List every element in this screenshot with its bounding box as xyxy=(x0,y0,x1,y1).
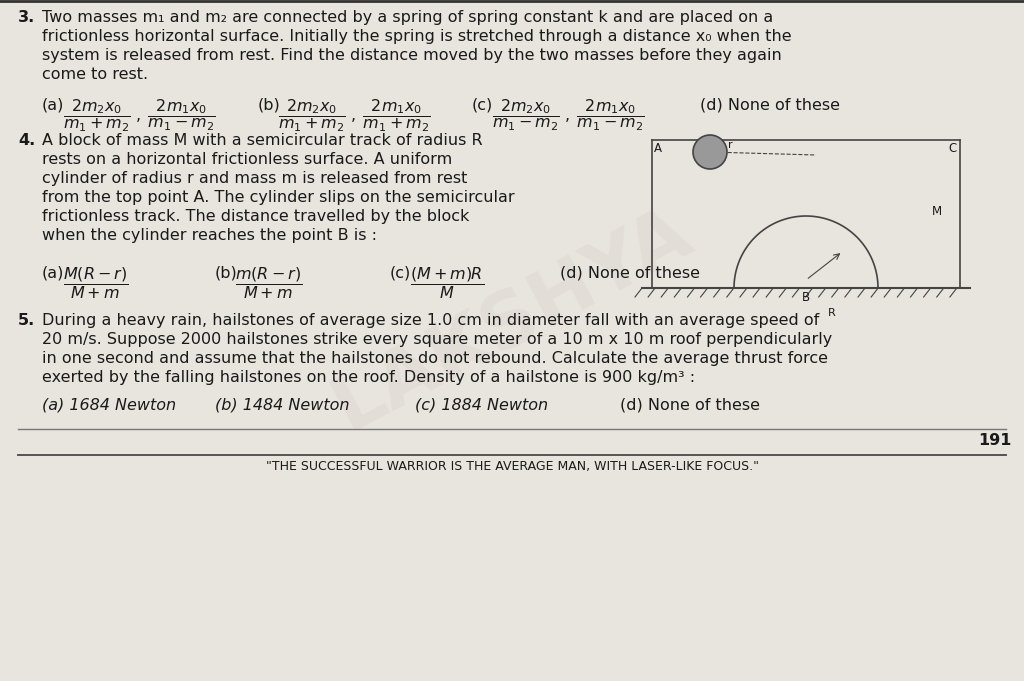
Text: r: r xyxy=(728,140,732,150)
Text: $\dfrac{M(R-r)}{M+m}$: $\dfrac{M(R-r)}{M+m}$ xyxy=(63,265,129,301)
Text: A block of mass M with a semicircular track of radius R: A block of mass M with a semicircular tr… xyxy=(42,133,482,148)
Text: C: C xyxy=(948,142,956,155)
Text: frictionless track. The distance travelled by the block: frictionless track. The distance travell… xyxy=(42,209,469,224)
Text: (b) 1484 Newton: (b) 1484 Newton xyxy=(215,397,349,412)
Text: $\dfrac{2m_2x_0}{m_1+m_2}$$\;,\;\dfrac{2m_1x_0}{m_1-m_2}$: $\dfrac{2m_2x_0}{m_1+m_2}$$\;,\;\dfrac{2… xyxy=(63,98,216,134)
Text: 5.: 5. xyxy=(18,313,35,328)
Text: $\dfrac{m(R-r)}{M+m}$: $\dfrac{m(R-r)}{M+m}$ xyxy=(234,265,302,301)
Text: (b): (b) xyxy=(215,265,238,280)
Text: 191: 191 xyxy=(978,433,1012,448)
Text: (d) None of these: (d) None of these xyxy=(700,98,840,113)
Text: 20 m/s. Suppose 2000 hailstones strike every square meter of a 10 m x 10 m roof : 20 m/s. Suppose 2000 hailstones strike e… xyxy=(42,332,833,347)
Text: (d) None of these: (d) None of these xyxy=(560,265,700,280)
Text: $\dfrac{2m_2x_0}{m_1+m_2}$$\;,\;\dfrac{2m_1x_0}{m_1+m_2}$: $\dfrac{2m_2x_0}{m_1+m_2}$$\;,\;\dfrac{2… xyxy=(278,98,431,134)
Text: $\dfrac{(M+m)R}{M}$: $\dfrac{(M+m)R}{M}$ xyxy=(410,265,484,301)
Text: B: B xyxy=(802,291,810,304)
Text: (d) None of these: (d) None of these xyxy=(620,397,760,412)
Text: 4.: 4. xyxy=(18,133,35,148)
Text: R: R xyxy=(828,308,836,318)
Text: (c) 1884 Newton: (c) 1884 Newton xyxy=(415,397,548,412)
Text: $\dfrac{2m_2x_0}{m_1-m_2}$$\;,\;\dfrac{2m_1x_0}{m_1-m_2}$: $\dfrac{2m_2x_0}{m_1-m_2}$$\;,\;\dfrac{2… xyxy=(492,98,645,133)
Text: when the cylinder reaches the point B is :: when the cylinder reaches the point B is… xyxy=(42,228,377,243)
Text: (a): (a) xyxy=(42,98,65,113)
Text: 3.: 3. xyxy=(18,10,35,25)
Text: (c): (c) xyxy=(472,98,494,113)
Text: (a) 1684 Newton: (a) 1684 Newton xyxy=(42,397,176,412)
Text: come to rest.: come to rest. xyxy=(42,67,148,82)
Text: from the top point A. The cylinder slips on the semicircular: from the top point A. The cylinder slips… xyxy=(42,190,515,205)
Text: (c): (c) xyxy=(390,265,412,280)
Text: m: m xyxy=(706,152,716,162)
Circle shape xyxy=(693,135,727,169)
Text: frictionless horizontal surface. Initially the spring is stretched through a dis: frictionless horizontal surface. Initial… xyxy=(42,29,792,44)
Text: During a heavy rain, hailstones of average size 1.0 cm in diameter fall with an : During a heavy rain, hailstones of avera… xyxy=(42,313,819,328)
Text: system is released from rest. Find the distance moved by the two masses before t: system is released from rest. Find the d… xyxy=(42,48,781,63)
Text: LAKSHYA: LAKSHYA xyxy=(321,195,703,445)
Text: exerted by the falling hailstones on the roof. Density of a hailstone is 900 kg/: exerted by the falling hailstones on the… xyxy=(42,370,695,385)
Text: cylinder of radius r and mass m is released from rest: cylinder of radius r and mass m is relea… xyxy=(42,171,467,186)
Text: "THE SUCCESSFUL WARRIOR IS THE AVERAGE MAN, WITH LASER-LIKE FOCUS.": "THE SUCCESSFUL WARRIOR IS THE AVERAGE M… xyxy=(265,460,759,473)
Text: (a): (a) xyxy=(42,265,65,280)
Text: A: A xyxy=(654,142,662,155)
Text: in one second and assume that the hailstones do not rebound. Calculate the avera: in one second and assume that the hailst… xyxy=(42,351,828,366)
Text: (b): (b) xyxy=(258,98,281,113)
Text: rests on a horizontal frictionless surface. A uniform: rests on a horizontal frictionless surfa… xyxy=(42,152,453,167)
Text: M: M xyxy=(932,205,942,218)
Text: Two masses m₁ and m₂ are connected by a spring of spring constant k and are plac: Two masses m₁ and m₂ are connected by a … xyxy=(42,10,773,25)
